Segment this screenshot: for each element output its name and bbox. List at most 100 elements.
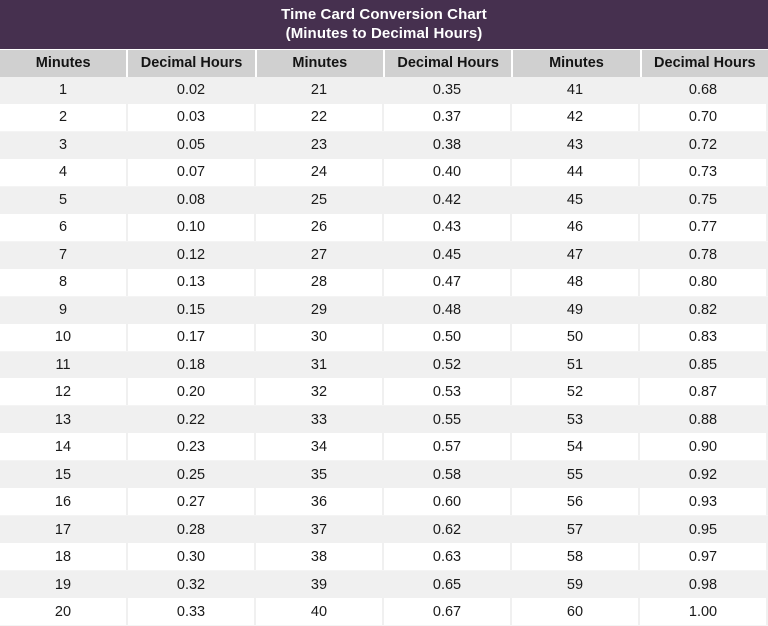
minutes-cell: 35 (256, 461, 384, 489)
decimal-hours-cell: 0.15 (128, 296, 256, 324)
decimal-hours-cell: 0.10 (128, 213, 256, 241)
chart-title-primary: Time Card Conversion Chart (281, 6, 487, 23)
decimal-hours-cell: 0.22 (128, 406, 256, 434)
decimal-hours-cell: 0.55 (384, 406, 512, 434)
decimal-hours-cell: 0.60 (384, 488, 512, 516)
decimal-hours-cell: 0.57 (384, 433, 512, 461)
minutes-cell: 16 (0, 488, 128, 516)
column-header: Decimal Hours (128, 50, 257, 77)
table-row: 6 0.10 26 0.43 46 0.77 (0, 213, 768, 242)
minutes-cell: 24 (256, 158, 384, 186)
column-header: Decimal Hours (641, 50, 768, 77)
minutes-cell: 41 (512, 77, 640, 104)
minutes-cell: 27 (256, 241, 384, 269)
minutes-cell: 49 (512, 296, 640, 324)
minutes-cell: 58 (512, 543, 640, 571)
minutes-cell: 19 (0, 571, 128, 599)
minutes-cell: 32 (256, 378, 384, 406)
decimal-hours-cell: 0.05 (128, 131, 256, 159)
decimal-hours-cell: 0.75 (640, 186, 768, 214)
decimal-hours-cell: 0.73 (640, 158, 768, 186)
decimal-hours-cell: 0.08 (128, 186, 256, 214)
decimal-hours-cell: 0.33 (128, 598, 256, 626)
table-row: 19 0.32 39 0.65 59 0.98 (0, 571, 768, 599)
minutes-cell: 26 (256, 213, 384, 241)
table-row: 2 0.03 22 0.37 42 0.70 (0, 103, 768, 132)
decimal-hours-cell: 0.07 (128, 158, 256, 186)
minutes-cell: 36 (256, 488, 384, 516)
decimal-hours-cell: 0.20 (128, 378, 256, 406)
table-row: 7 0.12 27 0.45 47 0.78 (0, 241, 768, 269)
decimal-hours-cell: 0.77 (640, 213, 768, 241)
table-row: 11 0.18 31 0.52 51 0.85 (0, 351, 768, 379)
minutes-cell: 29 (256, 296, 384, 324)
minutes-cell: 47 (512, 241, 640, 269)
decimal-hours-cell: 0.37 (384, 103, 512, 131)
minutes-cell: 53 (512, 406, 640, 434)
decimal-hours-cell: 1.00 (640, 598, 768, 626)
decimal-hours-cell: 0.78 (640, 241, 768, 269)
minutes-cell: 8 (0, 268, 128, 296)
minutes-cell: 4 (0, 158, 128, 186)
table-row: 20 0.33 40 0.67 60 1.00 (0, 598, 768, 626)
table-row: 8 0.13 28 0.47 48 0.80 (0, 268, 768, 297)
table-row: 3 0.05 23 0.38 43 0.72 (0, 131, 768, 159)
minutes-cell: 46 (512, 213, 640, 241)
column-header: Minutes (0, 50, 129, 77)
table-row: 4 0.07 24 0.40 44 0.73 (0, 158, 768, 187)
column-header: Minutes (256, 50, 385, 77)
table-row: 16 0.27 36 0.60 56 0.93 (0, 488, 768, 517)
minutes-cell: 21 (256, 77, 384, 104)
table-row: 18 0.30 38 0.63 58 0.97 (0, 543, 768, 572)
minutes-cell: 57 (512, 516, 640, 544)
minutes-cell: 15 (0, 461, 128, 489)
table-row: 5 0.08 25 0.42 45 0.75 (0, 186, 768, 214)
minutes-cell: 14 (0, 433, 128, 461)
minutes-cell: 54 (512, 433, 640, 461)
minutes-cell: 39 (256, 571, 384, 599)
column-header: Decimal Hours (384, 50, 514, 77)
decimal-hours-cell: 0.85 (640, 351, 768, 379)
decimal-hours-cell: 0.42 (384, 186, 512, 214)
decimal-hours-cell: 0.40 (384, 158, 512, 186)
decimal-hours-cell: 0.70 (640, 103, 768, 131)
decimal-hours-cell: 0.43 (384, 213, 512, 241)
minutes-cell: 30 (256, 323, 384, 351)
decimal-hours-cell: 0.63 (384, 543, 512, 571)
decimal-hours-cell: 0.32 (128, 571, 256, 599)
decimal-hours-cell: 0.52 (384, 351, 512, 379)
minutes-cell: 9 (0, 296, 128, 324)
decimal-hours-cell: 0.87 (640, 378, 768, 406)
minutes-cell: 42 (512, 103, 640, 131)
table-row: 15 0.25 35 0.58 55 0.92 (0, 461, 768, 489)
minutes-cell: 37 (256, 516, 384, 544)
decimal-hours-cell: 0.72 (640, 131, 768, 159)
decimal-hours-cell: 0.12 (128, 241, 256, 269)
decimal-hours-cell: 0.27 (128, 488, 256, 516)
table-row: 12 0.20 32 0.53 52 0.87 (0, 378, 768, 407)
minutes-cell: 38 (256, 543, 384, 571)
minutes-cell: 12 (0, 378, 128, 406)
decimal-hours-cell: 0.88 (640, 406, 768, 434)
table-row: 14 0.23 34 0.57 54 0.90 (0, 433, 768, 462)
minutes-cell: 31 (256, 351, 384, 379)
table-row: 10 0.17 30 0.50 50 0.83 (0, 323, 768, 352)
decimal-hours-cell: 0.65 (384, 571, 512, 599)
table-row: 13 0.22 33 0.55 53 0.88 (0, 406, 768, 434)
decimal-hours-cell: 0.58 (384, 461, 512, 489)
decimal-hours-cell: 0.02 (128, 77, 256, 104)
decimal-hours-cell: 0.80 (640, 268, 768, 296)
minutes-cell: 13 (0, 406, 128, 434)
minutes-cell: 34 (256, 433, 384, 461)
decimal-hours-cell: 0.23 (128, 433, 256, 461)
chart-title-secondary: (Minutes to Decimal Hours) (285, 25, 483, 42)
decimal-hours-cell: 0.82 (640, 296, 768, 324)
decimal-hours-cell: 0.95 (640, 516, 768, 544)
minutes-cell: 56 (512, 488, 640, 516)
decimal-hours-cell: 0.97 (640, 543, 768, 571)
decimal-hours-cell: 0.67 (384, 598, 512, 626)
decimal-hours-cell: 0.38 (384, 131, 512, 159)
table-row: 17 0.28 37 0.62 57 0.95 (0, 516, 768, 544)
minutes-cell: 45 (512, 186, 640, 214)
